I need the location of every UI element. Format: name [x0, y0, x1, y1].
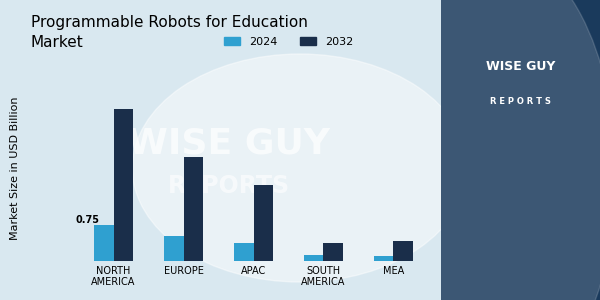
Bar: [254, 185, 273, 261]
Text: WISE GUY: WISE GUY: [486, 59, 555, 73]
Bar: [234, 243, 254, 261]
Bar: [113, 110, 133, 261]
Text: WISE GUY: WISE GUY: [128, 127, 330, 161]
Bar: [164, 236, 184, 261]
Bar: [184, 157, 203, 261]
Bar: [394, 241, 413, 261]
Bar: [374, 256, 394, 261]
Legend: 2024, 2032: 2024, 2032: [219, 33, 358, 52]
Circle shape: [132, 54, 467, 282]
Bar: [323, 243, 343, 261]
Circle shape: [377, 0, 600, 300]
Text: Market Size in USD Billion: Market Size in USD Billion: [10, 96, 20, 240]
Text: R E P O R T S: R E P O R T S: [490, 98, 551, 106]
Text: 0.75: 0.75: [76, 215, 100, 225]
Bar: [94, 226, 113, 261]
Text: REPORTS: REPORTS: [168, 174, 290, 198]
Text: Programmable Robots for Education
Market: Programmable Robots for Education Market: [31, 15, 308, 50]
Bar: [304, 255, 323, 261]
